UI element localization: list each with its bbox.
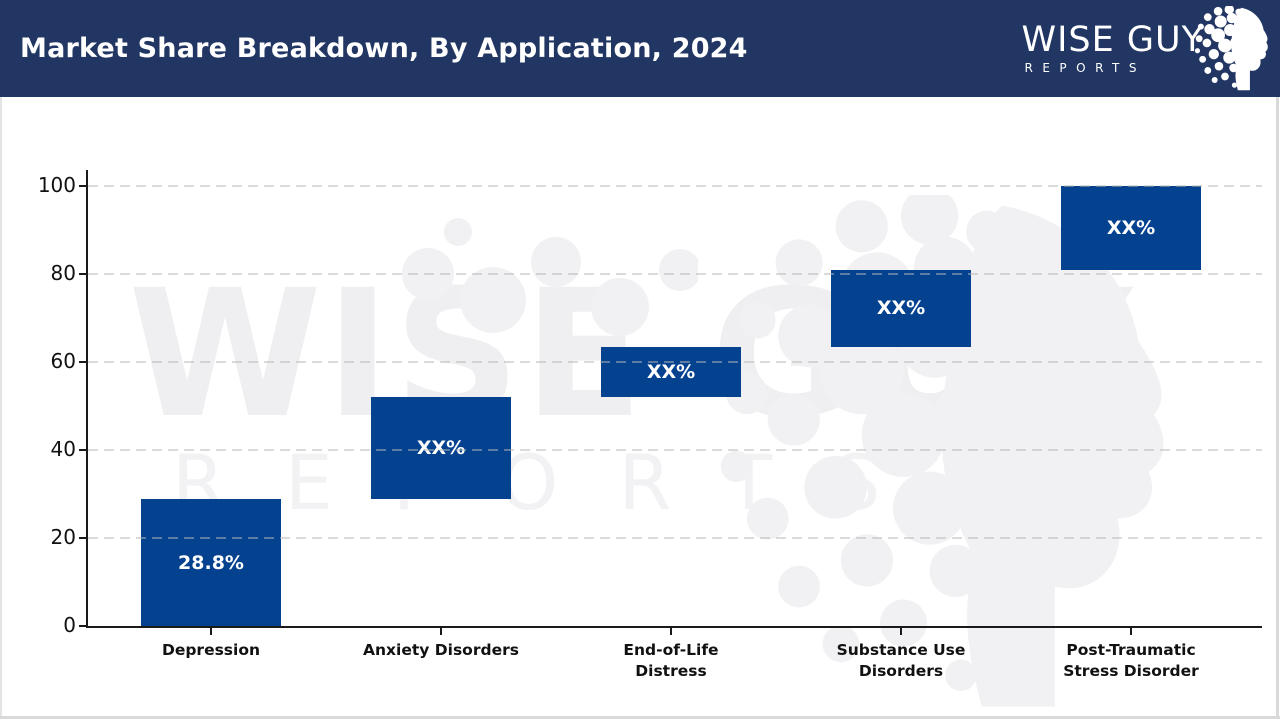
logo-wordmark: WISE GUY bbox=[1021, 19, 1204, 60]
y-tick bbox=[79, 537, 86, 539]
x-tick bbox=[440, 628, 442, 635]
wiseguy-logo-text: WISE GUY REPORTS bbox=[1021, 19, 1204, 75]
y-tick bbox=[79, 361, 86, 363]
frame-border-right bbox=[1276, 97, 1279, 717]
x-category-label: Depression bbox=[161, 641, 261, 659]
gridline-60 bbox=[88, 361, 1262, 363]
frame-border-bottom bbox=[0, 716, 1280, 719]
y-tick-label: 100 bbox=[37, 173, 76, 197]
y-tick-label: 20 bbox=[50, 525, 76, 549]
y-axis bbox=[86, 170, 88, 628]
logo-subtitle: REPORTS bbox=[1024, 60, 1146, 75]
bar-substance-use-disorders: XX% bbox=[831, 269, 971, 347]
x-category-label: Substance Use Disorders bbox=[836, 641, 966, 680]
y-tick bbox=[79, 449, 86, 451]
header: Market Share Breakdown, By Application, … bbox=[0, 0, 1280, 97]
wiseguy-logo: WISE GUY REPORTS bbox=[1021, 6, 1270, 92]
gridline-100 bbox=[88, 185, 1262, 187]
gridline-80 bbox=[88, 273, 1262, 275]
bar-post-traumatic-stress-disorder: XX% bbox=[1061, 186, 1201, 270]
x-tick bbox=[210, 628, 212, 635]
x-tick bbox=[1130, 628, 1132, 635]
bar-depression: 28.8% bbox=[141, 499, 281, 626]
y-tick-label: 0 bbox=[63, 613, 76, 637]
bar-anxiety-disorders: XX% bbox=[371, 397, 511, 500]
frame-border-left bbox=[0, 97, 2, 717]
watermark-dots-icon bbox=[402, 218, 698, 336]
bar-value-label: XX% bbox=[417, 437, 465, 459]
bar-value-label: XX% bbox=[1106, 216, 1156, 239]
x-tick bbox=[670, 628, 672, 635]
x-category-label: End-of-Life Distress bbox=[623, 641, 719, 680]
bar-value-label: XX% bbox=[876, 297, 926, 320]
y-tick bbox=[79, 273, 86, 275]
x-category-label: Post-Traumatic Stress Disorder bbox=[1063, 641, 1199, 680]
y-tick bbox=[79, 185, 86, 187]
bar-value-label: 28.8% bbox=[178, 551, 244, 574]
gridline-40 bbox=[88, 449, 1262, 451]
y-tick-label: 60 bbox=[50, 349, 76, 373]
x-axis bbox=[86, 626, 1262, 628]
x-category-label: Anxiety Disorders bbox=[363, 641, 519, 659]
y-tick-label: 80 bbox=[50, 261, 76, 285]
y-tick bbox=[79, 625, 86, 627]
chart-title: Market Share Breakdown, By Application, … bbox=[20, 33, 748, 64]
x-tick bbox=[900, 628, 902, 635]
bar-end-of-life-distress: XX% bbox=[601, 346, 741, 398]
wiseguy-head-icon bbox=[1192, 6, 1270, 92]
y-tick-label: 40 bbox=[50, 437, 76, 461]
gridline-20 bbox=[88, 537, 1262, 539]
bar-value-label: XX% bbox=[646, 360, 696, 383]
